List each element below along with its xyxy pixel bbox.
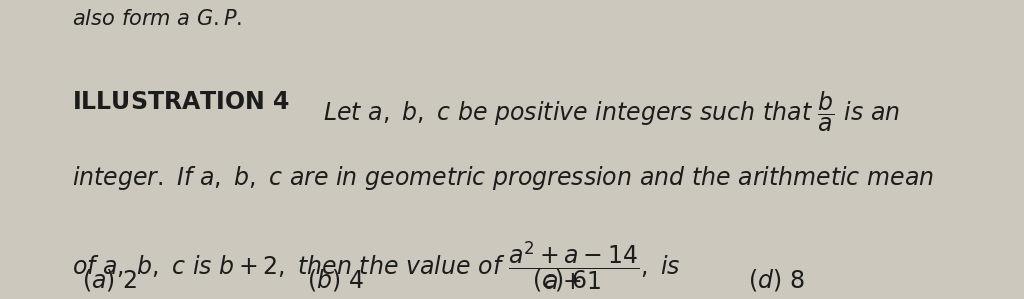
Text: $\mathit{of}\ a,\ b,\ c\ \mathit{is}\ b+2,\ \mathit{then\ the\ value\ of}\ \dfra: $\mathit{of}\ a,\ b,\ c\ \mathit{is}\ b+… xyxy=(72,239,680,292)
Text: $\mathit{integer.\ If}\ a,\ b,\ c\ \mathit{are\ in\ geometric\ progression\ and\: $\mathit{integer.\ If}\ a,\ b,\ c\ \math… xyxy=(72,164,934,193)
Text: $\mathit{(d)\ 8}$: $\mathit{(d)\ 8}$ xyxy=(748,267,804,293)
Text: $\mathit{(c)\ 6}$: $\mathit{(c)\ 6}$ xyxy=(532,267,587,293)
Text: $\mathit{Let}\ a,\ b,\ c\ \mathit{be\ positive\ integers\ such\ that}\ \dfrac{b}: $\mathit{Let}\ a,\ b,\ c\ \mathit{be\ po… xyxy=(323,90,899,134)
Text: $\mathit{(a)\ 2}$: $\mathit{(a)\ 2}$ xyxy=(82,267,137,293)
Text: $\it{also\ form\ a\ G.P.}$: $\it{also\ form\ a\ G.P.}$ xyxy=(72,9,242,29)
Text: $\mathit{(b)\ 4}$: $\mathit{(b)\ 4}$ xyxy=(307,267,364,293)
Text: $\mathbf{ILLUSTRATION\ 4}$: $\mathbf{ILLUSTRATION\ 4}$ xyxy=(72,90,289,114)
